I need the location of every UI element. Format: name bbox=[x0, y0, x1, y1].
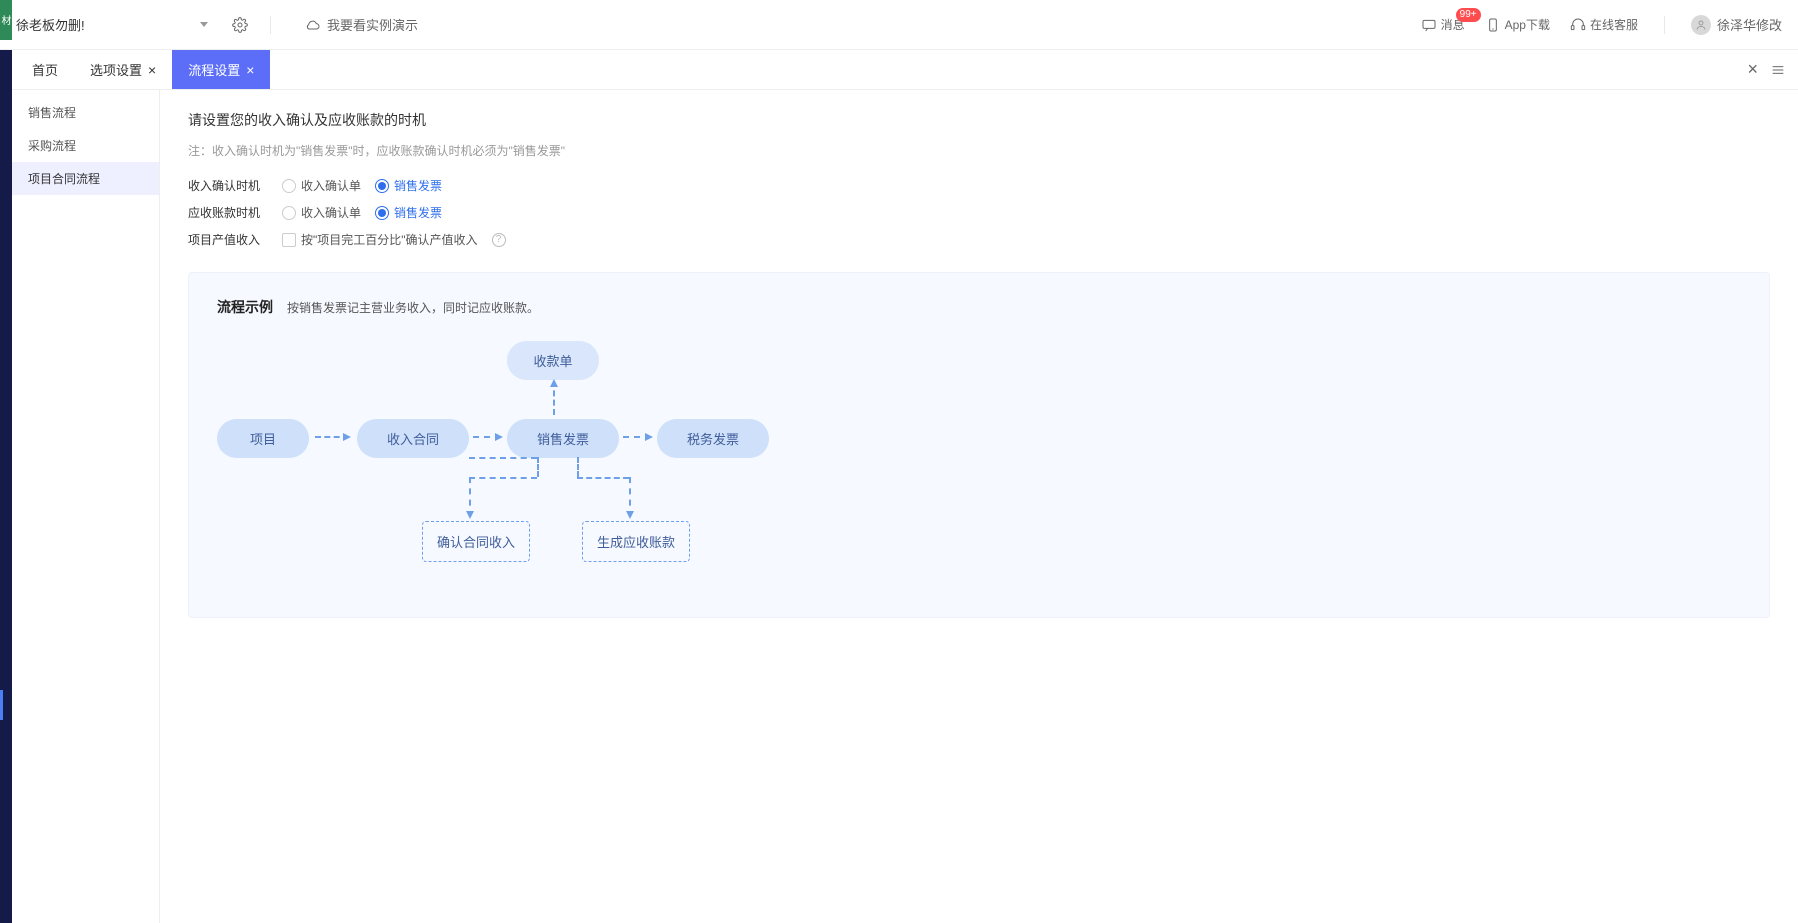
divider bbox=[1664, 16, 1665, 34]
company-name: 徐老板勿删! bbox=[16, 15, 192, 34]
top-bar: 徐老板勿删! 我要看实例演示 消息 99+ App下载 在线客服 bbox=[0, 0, 1798, 50]
flow-box-gen-receivable: 生成应收账款 bbox=[582, 521, 690, 562]
tab-label: 首页 bbox=[32, 60, 58, 79]
form-row-receivable-time: 应收账款时机 收入确认单 销售发票 bbox=[188, 204, 1770, 221]
sidebar-item-sales[interactable]: 销售流程 bbox=[0, 96, 159, 129]
radio-icon bbox=[375, 179, 389, 193]
more-icon[interactable] bbox=[1770, 62, 1786, 78]
support-button[interactable]: 在线客服 bbox=[1570, 16, 1638, 33]
headset-icon bbox=[1570, 17, 1586, 33]
user-name: 徐泽华修改 bbox=[1717, 15, 1782, 34]
form-label: 收入确认时机 bbox=[188, 177, 268, 194]
arrow-icon bbox=[553, 381, 555, 415]
flow-title: 流程示例 bbox=[217, 297, 273, 317]
form-row-income-time: 收入确认时机 收入确认单 销售发票 bbox=[188, 177, 1770, 194]
close-icon[interactable]: × bbox=[148, 63, 156, 77]
flow-example-panel: 流程示例 按销售发票记主营业务收入，同时记应收账款。 收款单 项目 收入合同 销… bbox=[188, 272, 1770, 618]
radio-icon bbox=[282, 206, 296, 220]
sidebar-item-purchase[interactable]: 采购流程 bbox=[0, 129, 159, 162]
left-corner-tag: 材 bbox=[0, 0, 12, 40]
tabs-actions: × bbox=[1747, 59, 1798, 80]
radio-icon bbox=[282, 179, 296, 193]
company-dropdown[interactable]: 徐老板勿删! bbox=[16, 15, 216, 34]
radio-sales-invoice[interactable]: 销售发票 bbox=[375, 204, 442, 221]
radio-label: 收入确认单 bbox=[301, 177, 361, 194]
content: 请设置您的收入确认及应收账款的时机 注：收入确认时机为"销售发票"时，应收账款确… bbox=[160, 90, 1798, 923]
radio-label: 收入确认单 bbox=[301, 204, 361, 221]
messages-button[interactable]: 消息 99+ bbox=[1421, 16, 1465, 33]
top-bar-left: 徐老板勿删! 我要看实例演示 bbox=[16, 15, 418, 34]
message-badge: 99+ bbox=[1456, 8, 1481, 22]
tabs-list: 首页 选项设置 × 流程设置 × bbox=[16, 50, 270, 89]
flow-node-sales-invoice: 销售发票 bbox=[507, 419, 619, 458]
tab-home[interactable]: 首页 bbox=[16, 50, 74, 89]
sidebar-item-project-contract[interactable]: 项目合同流程 bbox=[0, 162, 159, 195]
flow-node-tax-invoice: 税务发票 bbox=[657, 419, 769, 458]
flow-desc: 按销售发票记主营业务收入，同时记应收账款。 bbox=[287, 299, 539, 316]
checkbox-percentage[interactable]: 按"项目完工百分比"确认产值收入 bbox=[282, 231, 478, 248]
tab-label: 选项设置 bbox=[90, 60, 142, 79]
arrow-icon bbox=[473, 436, 501, 438]
tab-flow-settings[interactable]: 流程设置 × bbox=[172, 50, 270, 89]
sidebar: 销售流程 采购流程 项目合同流程 bbox=[0, 90, 160, 923]
user-menu[interactable]: 徐泽华修改 bbox=[1691, 15, 1782, 35]
radio-icon bbox=[375, 206, 389, 220]
form-label: 应收账款时机 bbox=[188, 204, 268, 221]
help-icon[interactable]: ? bbox=[492, 233, 506, 247]
left-nav-active-indicator bbox=[0, 690, 3, 720]
cloud-icon bbox=[305, 17, 321, 33]
checkbox-label: 按"项目完工百分比"确认产值收入 bbox=[301, 231, 478, 248]
demo-link-label: 我要看实例演示 bbox=[327, 15, 418, 34]
message-icon bbox=[1421, 17, 1437, 33]
connector bbox=[577, 477, 629, 479]
tab-options[interactable]: 选项设置 × bbox=[74, 50, 172, 89]
radio-label: 销售发票 bbox=[394, 204, 442, 221]
main-area: 销售流程 采购流程 项目合同流程 请设置您的收入确认及应收账款的时机 注：收入确… bbox=[0, 90, 1798, 923]
chevron-down-icon bbox=[200, 22, 208, 27]
connector bbox=[537, 457, 539, 477]
flow-node-receipt: 收款单 bbox=[507, 341, 599, 380]
arrow-icon bbox=[629, 477, 631, 517]
tab-label: 流程设置 bbox=[188, 60, 240, 79]
radio-income-confirm[interactable]: 收入确认单 bbox=[282, 177, 361, 194]
phone-icon bbox=[1485, 17, 1501, 33]
download-button[interactable]: App下载 bbox=[1485, 16, 1550, 33]
flow-node-income-contract: 收入合同 bbox=[357, 419, 469, 458]
avatar bbox=[1691, 15, 1711, 35]
support-label: 在线客服 bbox=[1590, 16, 1638, 33]
flow-canvas: 收款单 项目 收入合同 销售发票 税务发票 确认合同收入 生成应收账款 bbox=[217, 341, 1741, 581]
content-note: 注：收入确认时机为"销售发票"时，应收账款确认时机必须为"销售发票" bbox=[188, 142, 1770, 159]
flow-header: 流程示例 按销售发票记主营业务收入，同时记应收账款。 bbox=[217, 297, 1741, 317]
radio-income-confirm[interactable]: 收入确认单 bbox=[282, 204, 361, 221]
radio-sales-invoice[interactable]: 销售发票 bbox=[375, 177, 442, 194]
content-title: 请设置您的收入确认及应收账款的时机 bbox=[188, 110, 1770, 130]
settings-icon[interactable] bbox=[232, 17, 248, 33]
top-bar-right: 消息 99+ App下载 在线客服 徐泽华修改 bbox=[1421, 15, 1782, 35]
demo-link[interactable]: 我要看实例演示 bbox=[305, 15, 418, 34]
flow-box-confirm-income: 确认合同收入 bbox=[422, 521, 530, 562]
radio-label: 销售发票 bbox=[394, 177, 442, 194]
checkbox-icon bbox=[282, 233, 296, 247]
tabs-bar: 首页 选项设置 × 流程设置 × × bbox=[0, 50, 1798, 90]
form-label: 项目产值收入 bbox=[188, 231, 268, 248]
left-nav-edge bbox=[0, 50, 12, 923]
download-label: App下载 bbox=[1505, 16, 1550, 33]
connector bbox=[577, 457, 579, 477]
arrow-icon bbox=[315, 436, 349, 438]
connector bbox=[469, 477, 537, 479]
flow-node-project: 项目 bbox=[217, 419, 309, 458]
close-all-icon[interactable]: × bbox=[1747, 59, 1758, 80]
arrow-icon bbox=[623, 436, 651, 438]
divider bbox=[270, 16, 271, 34]
close-icon[interactable]: × bbox=[246, 63, 254, 77]
arrow-icon bbox=[469, 477, 471, 517]
form-row-project-output: 项目产值收入 按"项目完工百分比"确认产值收入 ? bbox=[188, 231, 1770, 248]
